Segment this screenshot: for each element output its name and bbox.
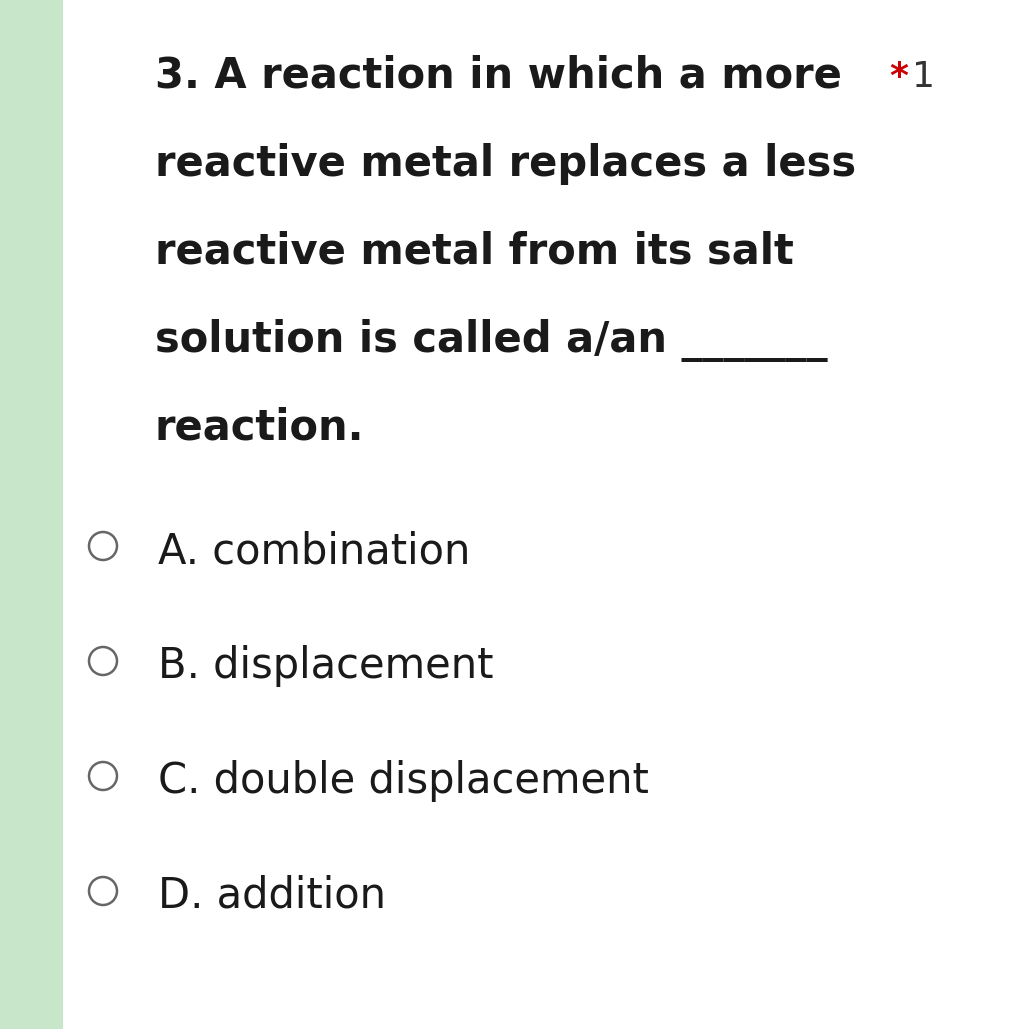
Text: solution is called a/an _______: solution is called a/an _______ [155,319,827,362]
Text: 1: 1 [912,60,935,94]
Text: reactive metal replaces a less: reactive metal replaces a less [155,143,856,185]
Text: reaction.: reaction. [155,407,365,449]
Text: 3. A reaction in which a more: 3. A reaction in which a more [155,55,842,97]
Text: reactive metal from its salt: reactive metal from its salt [155,230,794,273]
Text: *: * [890,60,922,94]
Text: B. displacement: B. displacement [158,645,494,687]
Text: A. combination: A. combination [158,530,470,572]
Text: D. addition: D. addition [158,875,386,917]
Text: C. double displacement: C. double displacement [158,760,649,802]
Bar [0,0,63,1029]
